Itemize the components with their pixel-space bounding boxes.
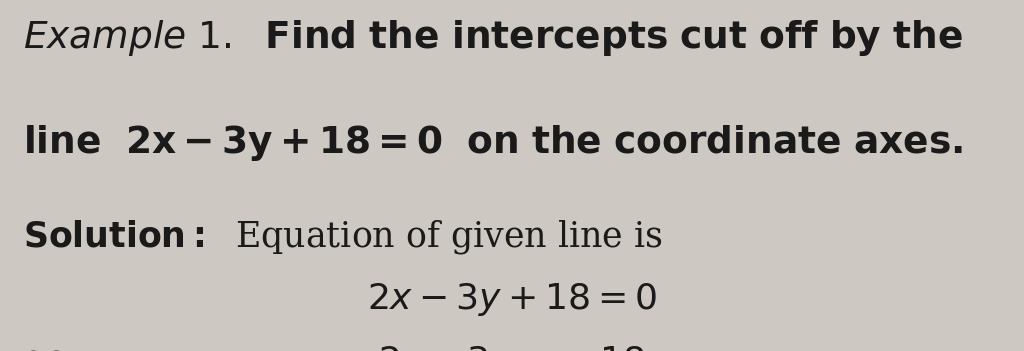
Text: or: or: [23, 344, 60, 351]
Text: $2x-3y=-18$: $2x-3y=-18$: [378, 344, 646, 351]
Text: $\it{Example\ 1.}$  $\mathbf{Find\ the\ intercepts\ cut\ off\ by\ the}$: $\it{Example\ 1.}$ $\mathbf{Find\ the\ i…: [23, 18, 963, 58]
Text: $2x-3y+18=0$: $2x-3y+18=0$: [367, 281, 657, 318]
Text: $\mathbf{line\ \ 2x-3y+18=0\ \ on\ the\ coordinate\ axes.}$: $\mathbf{line\ \ 2x-3y+18=0\ \ on\ the\ …: [23, 123, 963, 163]
Text: $\mathbf{Solution:}$  Equation of given line is: $\mathbf{Solution:}$ Equation of given l…: [23, 218, 663, 256]
